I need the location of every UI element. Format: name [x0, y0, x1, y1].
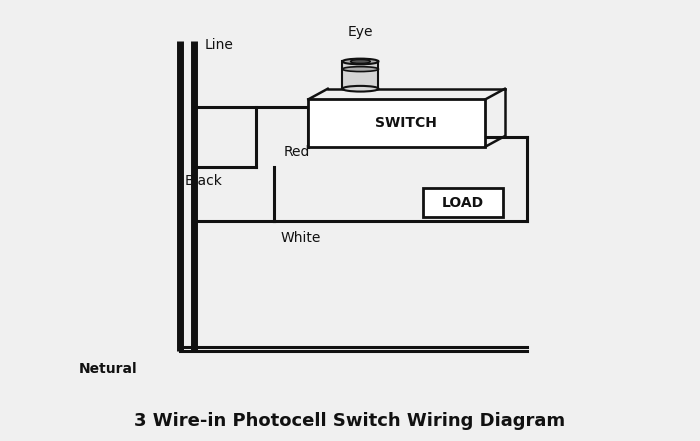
Text: Red: Red — [284, 146, 310, 159]
Text: SWITCH: SWITCH — [374, 116, 437, 130]
Bar — [423, 188, 503, 217]
Ellipse shape — [342, 67, 379, 71]
Bar — [342, 61, 379, 89]
Ellipse shape — [342, 86, 379, 92]
Bar — [308, 99, 485, 147]
Text: Black: Black — [185, 174, 223, 188]
Ellipse shape — [351, 60, 370, 64]
Text: Eye: Eye — [348, 25, 373, 39]
Text: Netural: Netural — [79, 363, 138, 377]
Text: LOAD: LOAD — [442, 195, 484, 209]
Text: 3 Wire-in Photocell Switch Wiring Diagram: 3 Wire-in Photocell Switch Wiring Diagra… — [134, 412, 566, 430]
Text: Line: Line — [204, 38, 233, 52]
Text: White: White — [281, 231, 321, 245]
Ellipse shape — [342, 59, 379, 64]
